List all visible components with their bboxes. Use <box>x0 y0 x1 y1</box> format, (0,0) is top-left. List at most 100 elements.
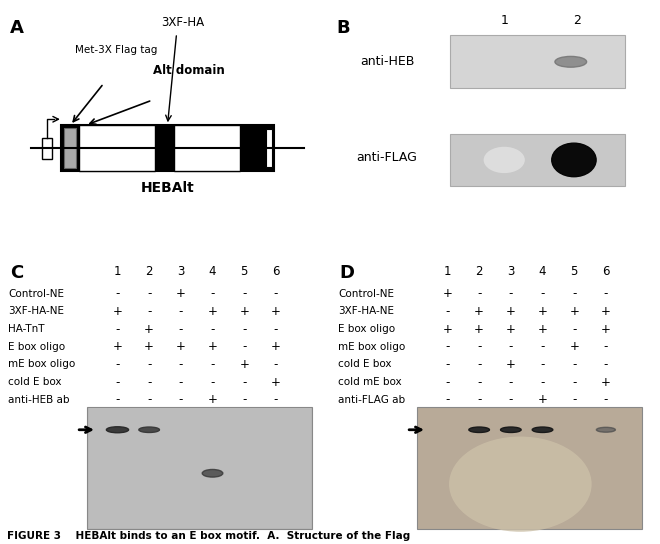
Bar <box>450 35 624 88</box>
Text: cold E box: cold E box <box>8 377 61 387</box>
Text: -: - <box>211 376 214 388</box>
Text: cold mE box: cold mE box <box>338 377 402 387</box>
Text: -: - <box>477 287 481 300</box>
Text: -: - <box>179 323 183 336</box>
Text: -: - <box>477 393 481 406</box>
Text: +: + <box>538 393 547 406</box>
Bar <box>79 125 155 171</box>
Text: 6: 6 <box>272 265 280 278</box>
Text: -: - <box>477 341 481 353</box>
Text: -: - <box>604 358 608 371</box>
Text: -: - <box>211 358 214 371</box>
Text: -: - <box>211 287 214 300</box>
Text: 5: 5 <box>240 265 248 278</box>
Text: +: + <box>601 305 610 318</box>
Text: +: + <box>113 341 122 353</box>
Text: -: - <box>509 341 513 353</box>
Text: -: - <box>242 323 246 336</box>
Text: -: - <box>541 287 544 300</box>
Text: E box oligo: E box oligo <box>8 342 65 352</box>
Text: C: C <box>10 264 23 282</box>
Text: -: - <box>274 287 278 300</box>
Text: -: - <box>242 341 246 353</box>
Text: +: + <box>506 358 515 371</box>
Ellipse shape <box>532 427 553 432</box>
Text: -: - <box>147 393 151 406</box>
Text: +: + <box>145 341 154 353</box>
Ellipse shape <box>469 427 490 432</box>
Text: 3XF-HA: 3XF-HA <box>161 16 204 29</box>
Bar <box>89 408 311 528</box>
Text: -: - <box>509 376 513 388</box>
Text: mE box oligo: mE box oligo <box>338 342 405 352</box>
Text: -: - <box>115 376 119 388</box>
Text: +: + <box>240 358 249 371</box>
Text: -: - <box>446 393 449 406</box>
Text: -: - <box>147 287 151 300</box>
Text: B: B <box>337 18 350 36</box>
Ellipse shape <box>500 427 521 432</box>
Text: -: - <box>541 341 544 353</box>
Text: -: - <box>604 341 608 353</box>
Text: +: + <box>113 305 122 318</box>
Text: HA-TnT: HA-TnT <box>8 324 45 334</box>
Text: Control-NE: Control-NE <box>338 289 394 299</box>
Text: Met-3X Flag tag: Met-3X Flag tag <box>75 45 157 55</box>
Text: -: - <box>604 393 608 406</box>
Ellipse shape <box>139 427 160 432</box>
Text: -: - <box>211 323 214 336</box>
Text: +: + <box>443 323 452 336</box>
Bar <box>417 407 642 529</box>
Text: 3: 3 <box>507 265 515 278</box>
Ellipse shape <box>555 57 587 67</box>
Text: -: - <box>115 287 119 300</box>
Text: HEBAlt: HEBAlt <box>141 182 195 195</box>
Ellipse shape <box>202 469 223 477</box>
Text: -: - <box>446 376 449 388</box>
Text: -: - <box>572 393 576 406</box>
Text: -: - <box>147 376 151 388</box>
Text: -: - <box>572 358 576 371</box>
Text: -: - <box>572 376 576 388</box>
Text: 5: 5 <box>570 265 578 278</box>
Text: -: - <box>242 287 246 300</box>
Text: -: - <box>274 393 278 406</box>
Text: Control-NE: Control-NE <box>8 289 64 299</box>
Text: -: - <box>179 393 183 406</box>
Text: 2: 2 <box>573 14 581 27</box>
Text: 1: 1 <box>444 265 451 278</box>
Text: -: - <box>147 358 151 371</box>
Text: 1: 1 <box>114 265 121 278</box>
Text: -: - <box>274 358 278 371</box>
Text: Alt domain: Alt domain <box>153 64 224 77</box>
Text: 3XF-HA-NE: 3XF-HA-NE <box>8 306 64 317</box>
Text: anti-FLAG ab: anti-FLAG ab <box>338 395 405 405</box>
Text: -: - <box>446 341 449 353</box>
Text: -: - <box>179 305 183 318</box>
Text: +: + <box>570 305 579 318</box>
Text: +: + <box>208 393 217 406</box>
Text: -: - <box>242 376 246 388</box>
Text: -: - <box>572 323 576 336</box>
Text: FIGURE 3    HEBAlt binds to an E box motif.  A.  Structure of the Flag: FIGURE 3 HEBAlt binds to an E box motif.… <box>7 531 410 541</box>
Text: -: - <box>572 287 576 300</box>
Bar <box>64 128 77 168</box>
Text: -: - <box>541 358 544 371</box>
Text: +: + <box>538 305 547 318</box>
Text: +: + <box>271 376 280 388</box>
Text: -: - <box>446 305 449 318</box>
Text: anti-HEB: anti-HEB <box>360 55 414 69</box>
Bar <box>266 129 273 167</box>
Text: -: - <box>115 323 119 336</box>
Text: +: + <box>271 341 280 353</box>
Text: +: + <box>208 341 217 353</box>
Text: anti-FLAG: anti-FLAG <box>356 151 418 164</box>
Text: D: D <box>340 264 355 282</box>
Bar <box>450 134 624 186</box>
Text: +: + <box>601 376 610 388</box>
Bar <box>174 125 240 171</box>
Text: +: + <box>506 323 515 336</box>
Text: +: + <box>601 323 610 336</box>
Text: mE box oligo: mE box oligo <box>8 360 75 369</box>
Text: +: + <box>506 305 515 318</box>
